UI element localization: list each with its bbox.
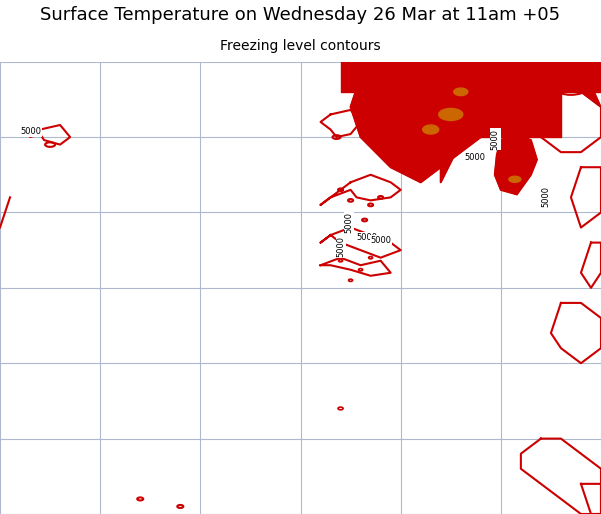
- Text: 5000: 5000: [20, 127, 41, 136]
- Polygon shape: [495, 134, 537, 194]
- Text: 5000: 5000: [465, 153, 486, 162]
- Ellipse shape: [439, 108, 463, 120]
- Polygon shape: [350, 62, 511, 182]
- Text: Freezing level contours: Freezing level contours: [220, 39, 381, 53]
- Ellipse shape: [509, 176, 521, 182]
- Text: 5000: 5000: [344, 212, 353, 232]
- Polygon shape: [380, 62, 501, 182]
- Text: Surface Temperature on Wednesday 26 Mar at 11am +05: Surface Temperature on Wednesday 26 Mar …: [40, 6, 561, 25]
- Text: 5000: 5000: [337, 236, 346, 256]
- Text: 5000: 5000: [541, 186, 550, 207]
- Polygon shape: [361, 62, 601, 107]
- Ellipse shape: [454, 88, 468, 96]
- Text: 5000: 5000: [371, 235, 392, 245]
- Text: 5000: 5000: [491, 128, 500, 150]
- Text: 5000: 5000: [356, 233, 377, 242]
- Ellipse shape: [423, 125, 439, 134]
